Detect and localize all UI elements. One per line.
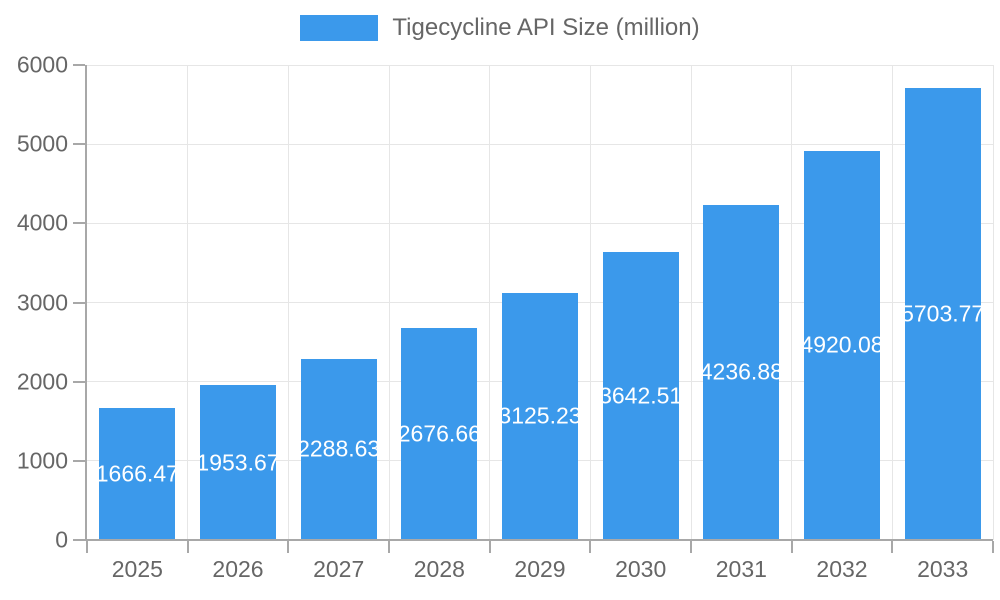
bar-value-label: 1953.67	[200, 449, 276, 476]
v-gridline	[388, 65, 390, 540]
bar[interactable]: 2288.63	[300, 358, 377, 540]
x-tick-mark	[790, 541, 793, 553]
bar-value-label: 1666.47	[99, 460, 176, 487]
x-tick-mark	[287, 541, 290, 553]
x-tick-mark	[186, 541, 189, 553]
y-axis-line	[85, 65, 87, 541]
bar[interactable]: 1666.47	[99, 408, 176, 540]
x-tick-label: 2029	[514, 556, 566, 582]
x-tick-mark	[891, 541, 894, 553]
y-tick-mark	[73, 539, 85, 541]
v-gridline	[891, 65, 893, 540]
y-tick-label: 4000	[16, 209, 68, 236]
x-tick-label: 2033	[917, 556, 969, 582]
y-tick-label: 0	[55, 526, 68, 553]
x-tick-label: 2028	[413, 556, 465, 582]
bar-value-label: 5703.77	[904, 300, 981, 327]
x-tick-label: 2025	[111, 556, 163, 582]
y-tick-label: 5000	[16, 130, 68, 157]
x-axis-line	[85, 539, 993, 541]
bar-value-label: 2676.66	[401, 420, 478, 447]
x-tick-mark	[992, 541, 994, 553]
bar[interactable]: 1953.67	[200, 385, 276, 540]
y-tick-label: 6000	[16, 51, 68, 78]
v-gridline	[690, 65, 692, 540]
v-gridline	[489, 65, 491, 540]
x-tick-label: 2027	[313, 556, 365, 582]
v-gridline	[589, 65, 591, 540]
legend-swatch-icon	[300, 15, 379, 41]
y-tick-mark	[73, 301, 85, 304]
x-tick-label: 2030	[615, 556, 667, 582]
x-tick-mark	[690, 541, 692, 553]
bar-value-label: 4920.08	[804, 331, 880, 358]
bar[interactable]: 2676.66	[401, 328, 478, 540]
x-axis-labels: 2025 2026 2027 2028 2029 2030 2031 2032 2033	[87, 556, 993, 586]
v-gridline	[791, 65, 793, 540]
v-gridline	[187, 65, 189, 540]
h-gridline	[87, 222, 993, 224]
legend-label: Tigecycline API Size (million)	[392, 14, 700, 41]
bar[interactable]: 3125.23	[502, 292, 578, 540]
x-tick-mark	[589, 541, 592, 553]
y-tick-mark	[73, 143, 85, 146]
legend-item[interactable]: Tigecycline API Size (million)	[300, 14, 700, 42]
bar[interactable]: 3642.51	[602, 251, 679, 540]
x-tick-mark	[488, 541, 491, 553]
v-gridline	[992, 65, 994, 540]
x-tick-mark	[86, 541, 88, 553]
bar[interactable]: 4236.88	[703, 204, 780, 540]
bar-value-label: 3125.23	[502, 402, 578, 429]
y-tick-label: 1000	[16, 447, 68, 474]
y-tick-mark	[73, 459, 85, 462]
y-tick-label: 2000	[16, 368, 68, 395]
y-axis-labels: 0 1000 2000 3000 4000 5000 6000	[0, 52, 68, 553]
bar[interactable]: 5703.77	[904, 88, 981, 540]
legend: Tigecycline API Size (million)	[0, 14, 1000, 42]
x-tick-label: 2031	[715, 556, 767, 582]
y-tick-label: 3000	[16, 289, 68, 315]
y-tick-mark	[73, 222, 85, 225]
x-tick-label: 2032	[816, 556, 868, 582]
x-tick-mark	[388, 541, 390, 553]
h-gridline	[87, 143, 993, 145]
plot-area: 1666.47 1953.67 2288.63 2676.66 3125.23 3642.…	[87, 64, 994, 540]
v-gridline	[287, 65, 289, 540]
bar[interactable]: 4920.08	[804, 150, 880, 540]
y-tick-mark	[73, 380, 85, 383]
bar-value-label: 2288.63	[300, 435, 377, 462]
bar-value-label: 4236.88	[703, 358, 780, 385]
bar-value-label: 3642.51	[602, 382, 679, 409]
x-tick-label: 2026	[212, 556, 264, 582]
y-tick-mark	[73, 64, 85, 66]
h-gridline	[87, 64, 993, 66]
